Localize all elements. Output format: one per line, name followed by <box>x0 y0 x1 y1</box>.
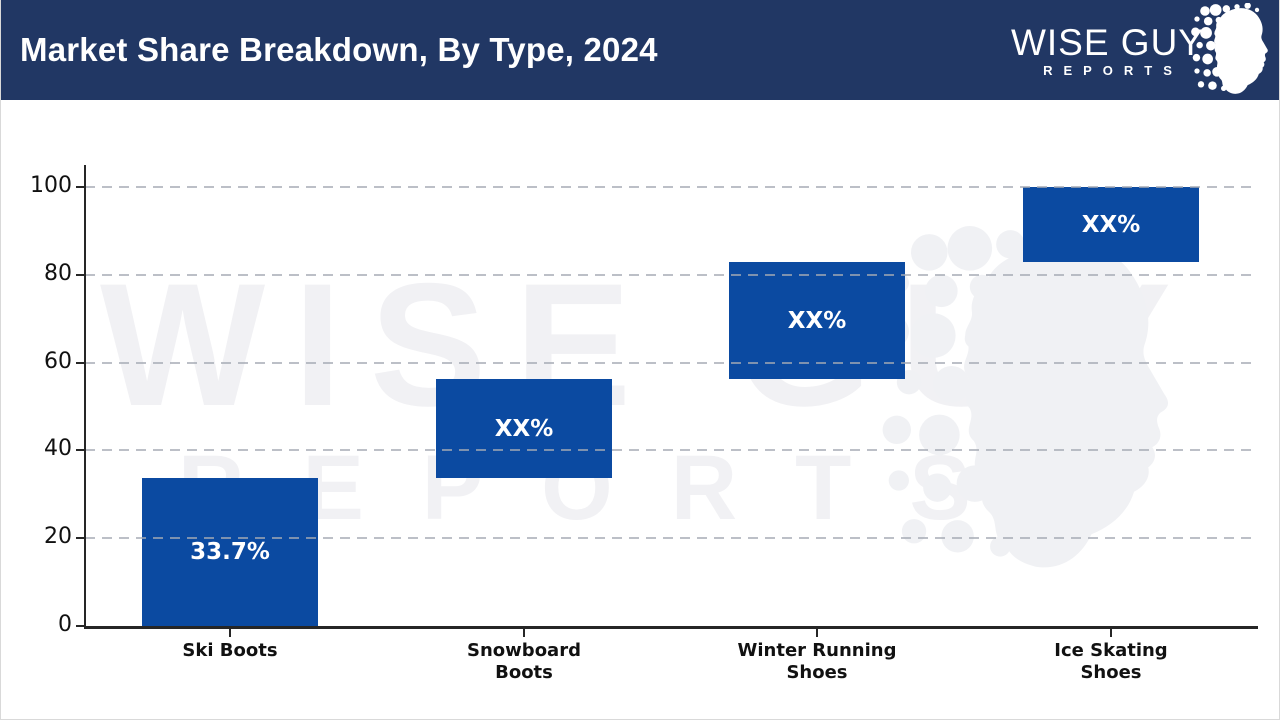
y-tick-label-80: 80 <box>44 261 72 286</box>
bar-3 <box>729 262 905 379</box>
bar-value-label: XX% <box>1081 211 1141 238</box>
y-tick-80 <box>76 274 85 276</box>
y-tick-0 <box>76 625 85 627</box>
logo-subtitle: REPORTS <box>1043 62 1183 78</box>
watermark-head-profile-icon <box>876 222 1169 568</box>
gridline-60 <box>85 362 1258 364</box>
page-title: Market Share Breakdown, By Type, 2024 <box>20 31 658 68</box>
logo-face-shapes <box>1191 3 1268 94</box>
x-tick-4 <box>1110 629 1112 637</box>
x-tick-1 <box>229 629 231 637</box>
x-tick-2 <box>523 629 525 637</box>
y-tick-100 <box>76 186 85 188</box>
head-profile-dots-icon <box>1191 3 1268 94</box>
category-label: Winter Running Shoes <box>737 640 897 683</box>
y-tick-label-60: 60 <box>44 349 72 374</box>
gridline-40 <box>85 449 1258 451</box>
bar-4 <box>1023 187 1199 262</box>
gridline-20 <box>85 537 1258 539</box>
y-axis-spine <box>84 165 86 628</box>
gridline-80 <box>85 274 1258 276</box>
bar-value-label: XX% <box>787 307 847 334</box>
x-axis-spine <box>84 626 1258 629</box>
bar-1 <box>142 478 318 626</box>
logo-wordmark: WISE GUY <box>1010 21 1204 63</box>
y-tick-40 <box>76 449 85 451</box>
bar-2 <box>436 379 612 478</box>
watermark-face-shapes <box>876 222 1169 568</box>
category-label: Ski Boots <box>182 640 278 661</box>
logo: WISE GUY REPORTS <box>1011 0 1270 100</box>
bar-value-label: XX% <box>494 415 554 442</box>
gridline-100 <box>85 186 1258 188</box>
header: Market Share Breakdown, By Type, 2024 WI… <box>0 0 1280 100</box>
y-tick-label-0: 0 <box>58 612 72 637</box>
x-tick-3 <box>816 629 818 637</box>
bar-value-label: 33.7% <box>190 539 270 565</box>
y-tick-20 <box>76 537 85 539</box>
y-tick-60 <box>76 362 85 364</box>
y-tick-label-40: 40 <box>44 436 72 461</box>
y-tick-label-20: 20 <box>44 524 72 549</box>
category-label: Snowboard Boots <box>467 640 581 683</box>
category-label: Ice Skating Shoes <box>1054 640 1168 683</box>
y-tick-label-100: 100 <box>30 173 72 198</box>
logo-text: WISE GUY REPORTS <box>1011 24 1204 77</box>
